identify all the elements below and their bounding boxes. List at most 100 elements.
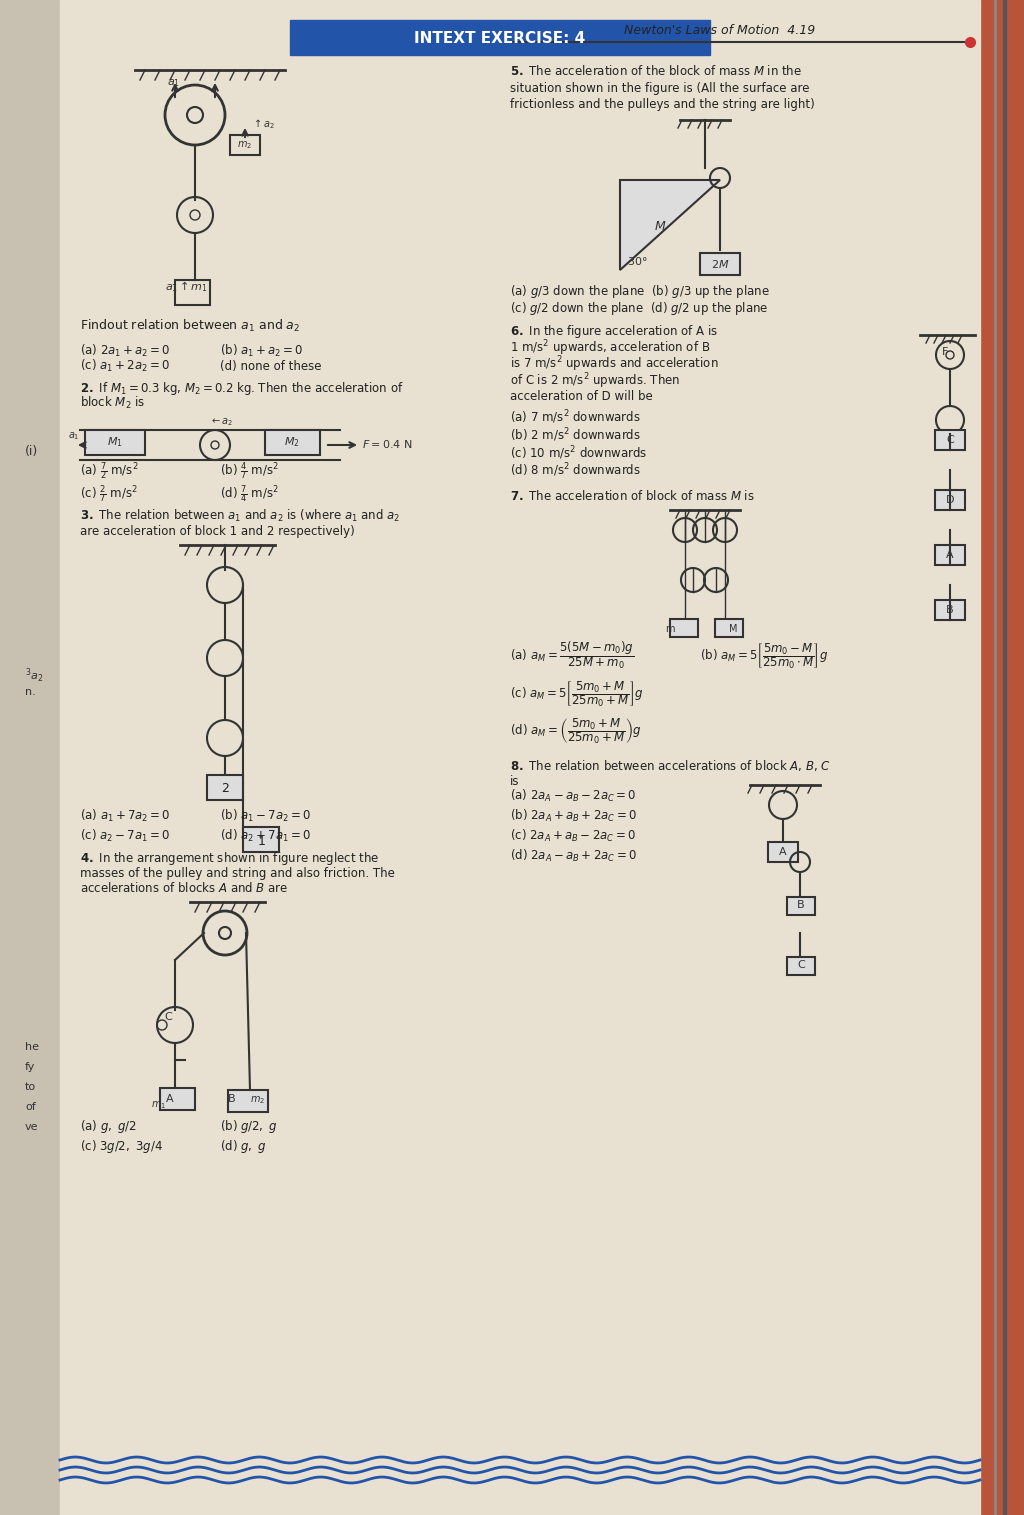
Bar (670, 620, 698, 636)
Text: (b) $2a_A + a_B + 2a_C = 0$: (b) $2a_A + a_B + 2a_C = 0$ (510, 807, 637, 824)
Bar (60, 0, 980, 1515)
Text: C: C (797, 961, 805, 970)
Text: (c) $a_1 + 2a_2 = 0$: (c) $a_1 + 2a_2 = 0$ (80, 358, 170, 374)
Text: (d) $8\ \mathrm{m/s^2}$ downwards: (d) $8\ \mathrm{m/s^2}$ downwards (510, 462, 641, 479)
Text: D: D (946, 495, 954, 504)
Text: are acceleration of block 1 and 2 respectively): are acceleration of block 1 and 2 respec… (80, 526, 354, 538)
Text: is $7\ \mathrm{m/s^2}$ upwards and acceleration: is $7\ \mathrm{m/s^2}$ upwards and accel… (510, 355, 719, 374)
Text: (d) $\frac{7}{4}$ m/s$^2$: (d) $\frac{7}{4}$ m/s$^2$ (220, 483, 279, 504)
Text: (c) $a_2 - 7a_1 = 0$: (c) $a_2 - 7a_1 = 0$ (80, 829, 170, 844)
Text: $\leftarrow a_2$: $\leftarrow a_2$ (210, 417, 233, 427)
Bar (160, 1088, 195, 1110)
Text: (a) $\frac{7}{2}$ m/s$^2$: (a) $\frac{7}{2}$ m/s$^2$ (80, 461, 138, 482)
Text: C: C (946, 435, 954, 445)
Text: $M_2$: $M_2$ (284, 435, 300, 448)
Bar (768, 842, 798, 862)
Text: fy: fy (25, 1062, 36, 1073)
Text: of C is $2\ \mathrm{m/s^2}$ upwards. Then: of C is $2\ \mathrm{m/s^2}$ upwards. The… (510, 371, 680, 391)
Text: (c) $\frac{2}{7}$ m/s$^2$: (c) $\frac{2}{7}$ m/s$^2$ (80, 483, 138, 504)
Text: $m_2$: $m_2$ (250, 1094, 265, 1106)
Polygon shape (620, 180, 720, 270)
Bar (290, 20, 710, 55)
Text: B: B (946, 604, 953, 615)
Bar (980, 0, 1024, 1515)
Text: (c) $10\ \mathrm{m/s^2}$ downwards: (c) $10\ \mathrm{m/s^2}$ downwards (510, 444, 647, 462)
Text: $\mathbf{7.}$ The acceleration of block of mass $M$ is: $\mathbf{7.}$ The acceleration of block … (510, 489, 755, 503)
Bar (228, 1089, 268, 1112)
Text: (d) $2a_A - a_B + 2a_C = 0$: (d) $2a_A - a_B + 2a_C = 0$ (510, 848, 637, 864)
Text: (d) $g,\ g$: (d) $g,\ g$ (220, 1138, 266, 1154)
Text: $\mathbf{2.}$ If $M_1 = 0.3$ kg, $M_2 = 0.2$ kg. Then the acceleration of: $\mathbf{2.}$ If $M_1 = 0.3$ kg, $M_2 = … (80, 380, 403, 397)
Text: A: A (166, 1094, 174, 1104)
Text: (c) $g/2$ down the plane  (d) $g/2$ up the plane: (c) $g/2$ down the plane (d) $g/2$ up th… (510, 300, 768, 317)
Text: $a_1$: $a_1$ (68, 430, 80, 442)
Text: $1$: $1$ (257, 835, 265, 848)
Text: to: to (25, 1082, 36, 1092)
Text: M: M (729, 624, 737, 633)
Text: (a) $g,\ g/2$: (a) $g,\ g/2$ (80, 1118, 137, 1135)
Bar (935, 489, 965, 511)
Text: (i): (i) (25, 445, 38, 458)
Text: (c) $2a_A + a_B - 2a_C = 0$: (c) $2a_A + a_B - 2a_C = 0$ (510, 829, 636, 844)
Text: (b) $g/2,\ g$: (b) $g/2,\ g$ (220, 1118, 278, 1135)
Text: $\mathbf{6.}$ In the figure acceleration of A is: $\mathbf{6.}$ In the figure acceleration… (510, 323, 718, 339)
Text: accelerations of blocks $A$ and $B$ are: accelerations of blocks $A$ and $B$ are (80, 882, 289, 895)
Bar (787, 897, 815, 915)
Bar (700, 253, 740, 276)
Bar (935, 430, 965, 450)
Text: $30°$: $30°$ (627, 255, 647, 267)
Text: (b) $\frac{4}{7}$ m/s$^2$: (b) $\frac{4}{7}$ m/s$^2$ (220, 461, 279, 482)
Text: (d) $a_2 + 7a_1 = 0$: (d) $a_2 + 7a_1 = 0$ (220, 829, 311, 844)
Text: A: A (779, 847, 786, 857)
Text: $\mathbf{4.}$ In the arrangement shown in figure neglect the: $\mathbf{4.}$ In the arrangement shown i… (80, 850, 379, 867)
Text: ve: ve (25, 1123, 39, 1132)
Text: B: B (228, 1094, 236, 1104)
Text: block $M_2$ is: block $M_2$ is (80, 395, 145, 411)
Text: n.: n. (25, 686, 36, 697)
Text: (d) $a_M = \left(\dfrac{5m_0 + M}{25m_0 + M}\right)g$: (d) $a_M = \left(\dfrac{5m_0 + M}{25m_0 … (510, 717, 642, 747)
Text: INTEXT EXERCISE: 4: INTEXT EXERCISE: 4 (415, 30, 586, 45)
Bar (230, 135, 260, 155)
Text: (a) $a_M = \dfrac{5(5M - m_0)g}{25M + m_0}$: (a) $a_M = \dfrac{5(5M - m_0)g}{25M + m_… (510, 639, 634, 671)
Bar (0, 0, 60, 1515)
Text: Newton's Laws of Motion  4.19: Newton's Laws of Motion 4.19 (625, 24, 816, 36)
Text: $m_1$: $m_1$ (151, 1098, 166, 1110)
Bar (787, 957, 815, 976)
Text: $\mathbf{8.}$ The relation between accelerations of block $A$, $B$, $C$: $\mathbf{8.}$ The relation between accel… (510, 758, 831, 773)
Text: is: is (510, 776, 519, 788)
Text: $1\ \mathrm{m/s^2}$ upwards, acceleration of B: $1\ \mathrm{m/s^2}$ upwards, acceleratio… (510, 338, 711, 358)
Text: of: of (25, 1101, 36, 1112)
Bar (207, 776, 243, 800)
Text: masses of the pulley and string and also friction. The: masses of the pulley and string and also… (80, 867, 395, 880)
Text: Findout relation between $a_1$ and $a_2$: Findout relation between $a_1$ and $a_2$ (80, 318, 300, 335)
Text: $\uparrow a_2$: $\uparrow a_2$ (252, 117, 275, 130)
Bar (175, 280, 210, 305)
Bar (85, 430, 145, 454)
Bar (243, 827, 279, 851)
Text: situation shown in the figure is (All the surface are: situation shown in the figure is (All th… (510, 82, 810, 95)
Text: $M$: $M$ (653, 220, 667, 233)
Text: (b) $a_1 + a_2 = 0$: (b) $a_1 + a_2 = 0$ (220, 342, 303, 359)
Text: A: A (946, 550, 953, 561)
Text: $^{3}a_2$: $^{3}a_2$ (25, 667, 43, 685)
Text: (a) $2a_1 + a_2 = 0$: (a) $2a_1 + a_2 = 0$ (80, 342, 171, 359)
Text: (a) $g/3$ down the plane  (b) $g/3$ up the plane: (a) $g/3$ down the plane (b) $g/3$ up th… (510, 283, 770, 300)
Text: $2M$: $2M$ (711, 258, 729, 270)
Text: (b) $a_1 - 7a_2 = 0$: (b) $a_1 - 7a_2 = 0$ (220, 807, 311, 824)
Text: F: F (942, 347, 948, 358)
Text: (c) $3g/2,\ 3g/4$: (c) $3g/2,\ 3g/4$ (80, 1138, 163, 1154)
Text: $2$: $2$ (221, 782, 229, 795)
Text: (b) $2\ \mathrm{m/s^2}$ downwards: (b) $2\ \mathrm{m/s^2}$ downwards (510, 427, 641, 444)
Text: m: m (665, 624, 675, 633)
Text: (c) $a_M = 5\left[\dfrac{5m_0 + M}{25m_0 + M}\right]g$: (c) $a_M = 5\left[\dfrac{5m_0 + M}{25m_0… (510, 679, 643, 709)
Text: (a) $7\ \mathrm{m/s^2}$ downwards: (a) $7\ \mathrm{m/s^2}$ downwards (510, 409, 641, 426)
Bar (935, 600, 965, 620)
Text: $m_2$: $m_2$ (238, 139, 253, 152)
Bar (935, 545, 965, 565)
Text: (a) $2a_A - a_B - 2a_C = 0$: (a) $2a_A - a_B - 2a_C = 0$ (510, 788, 637, 804)
Text: (d) none of these: (d) none of these (220, 361, 322, 373)
Text: acceleration of D will be: acceleration of D will be (510, 389, 652, 403)
Bar (715, 620, 743, 636)
Text: $M_1$: $M_1$ (108, 435, 123, 448)
Text: B: B (798, 900, 805, 911)
